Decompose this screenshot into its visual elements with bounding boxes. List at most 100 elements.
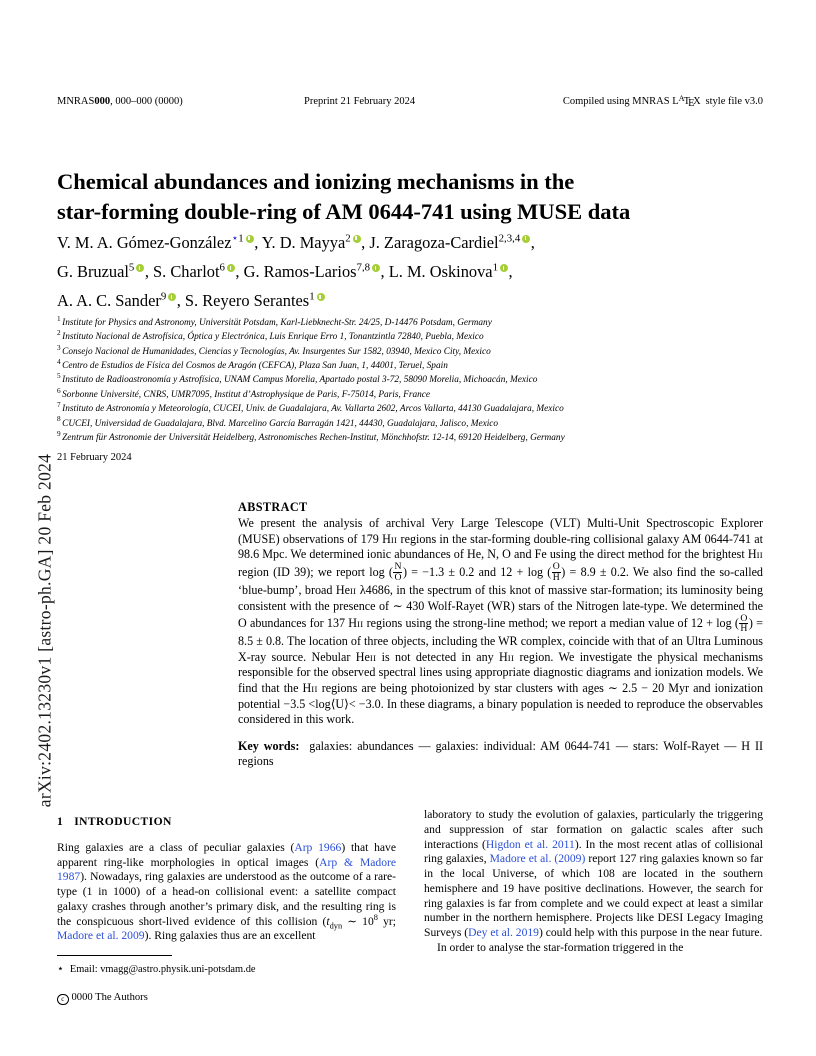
running-header-preprint-date: Preprint 21 February 2024 bbox=[304, 96, 416, 107]
exponent-8: 8 bbox=[373, 912, 378, 922]
affiliation-number: 9 bbox=[57, 429, 61, 438]
abstract-text-c: region (ID 39); we report log bbox=[238, 564, 385, 579]
orcid-icon[interactable] bbox=[352, 234, 361, 243]
orcid-icon[interactable] bbox=[168, 292, 177, 301]
affiliation-text: Institute for Physics and Astronomy, Uni… bbox=[62, 318, 492, 328]
orcid-icon[interactable] bbox=[136, 263, 145, 272]
ion-label-hii: II bbox=[756, 550, 763, 561]
citation-link-arp-madore1987[interactable]: Arp & Madore 1987 bbox=[57, 855, 397, 884]
author-name: G. Bruzual bbox=[57, 262, 129, 282]
intro-text-d: ∼ 10 bbox=[342, 914, 374, 928]
body-column-right: laboratory to study the evolution of gal… bbox=[424, 808, 763, 956]
affiliation-text: Instituto de Radioastronomía y Astrofísi… bbox=[62, 375, 538, 386]
abstract-text-d: = −1.3 ± 0.2 and 12 + log bbox=[406, 564, 544, 579]
section-title: INTRODUCTION bbox=[74, 815, 172, 828]
affiliation-item: 5 Instituto de Radioastronomía y Astrofís… bbox=[57, 373, 767, 387]
author-affiliation-marker: ⋆1 bbox=[231, 232, 244, 245]
orcid-icon[interactable] bbox=[522, 234, 531, 243]
latex-logo: LATEX bbox=[672, 94, 701, 110]
orcid-icon[interactable] bbox=[316, 292, 325, 301]
journal-name: MNRAS bbox=[57, 96, 95, 107]
orcid-icon[interactable] bbox=[499, 263, 508, 272]
affiliation-number: 5 bbox=[57, 372, 61, 381]
abstract-text-h: = 8.5 ± 0.8. The location of three objec… bbox=[238, 616, 763, 664]
author-affiliation-marker: 2,3,4 bbox=[498, 232, 521, 245]
keywords-label: Key words: bbox=[238, 738, 300, 753]
ratio-numerator: O bbox=[740, 612, 748, 624]
author-name: S. Reyero Serantes bbox=[184, 291, 310, 311]
symbol-tdyn-subscript: dyn bbox=[329, 921, 343, 930]
citation-link-madore2009[interactable]: Madore et al. 2009 bbox=[57, 929, 145, 943]
affiliation-item: 4 Centro de Estudios de Física del Cosmos… bbox=[57, 358, 767, 373]
author-line-2: G. Bruzual5, S. Charlot6, G. Ramos-Lario… bbox=[57, 261, 513, 282]
affiliation-list: 1 Institute for Physics and Astronomy, Un… bbox=[57, 314, 767, 445]
intro-right-text-c: report 127 ring galaxies known so far in… bbox=[424, 852, 763, 940]
author-line-1: V. M. A. Gómez-González⋆1, Y. D. Mayya2,… bbox=[57, 232, 535, 252]
author-affiliation-marker: 7,8 bbox=[356, 261, 371, 274]
footnote-divider bbox=[57, 955, 172, 956]
page-title: Chemical abundances and ionizing mechani… bbox=[57, 167, 763, 226]
abstract-text-k: regions are being photoionized by star c… bbox=[238, 681, 763, 727]
abstract-text-i: is not detected in any H bbox=[376, 649, 508, 664]
symbol-tdyn: t bbox=[326, 914, 330, 928]
orcid-icon[interactable] bbox=[245, 234, 254, 243]
affiliation-text: Sorbonne Université, CNRS, UMR7095, Inst… bbox=[62, 389, 431, 400]
author-name: J. Zaragoza-Cardiel bbox=[369, 233, 499, 252]
author-affiliation-marker: 2 bbox=[345, 232, 351, 245]
intro-text-b: ) that have apparent ring-like morpholog… bbox=[57, 840, 396, 869]
ion-label-hii: II bbox=[357, 619, 364, 629]
author-name: Y. D. Mayya bbox=[261, 233, 346, 252]
affiliation-text: Centro de Estudios de Física del Cosmos … bbox=[62, 361, 448, 372]
intro-right-text-d: ) could help with this purpose in the ne… bbox=[538, 926, 763, 940]
affiliation-item: 3 Consejo Nacional de Humanidades, Cienci… bbox=[57, 343, 767, 359]
footnote-email: ⋆ Email: vmagg@astro.physik.uni-potsdam.d… bbox=[57, 963, 396, 977]
affiliation-text: Consejo Nacional de Humanidades, Ciencia… bbox=[62, 346, 491, 357]
author-affiliation-marker: 5 bbox=[128, 261, 135, 274]
affiliation-text: Instituto de Astronomía y Meteorología, … bbox=[62, 404, 564, 415]
journal-pages: , 000–000 (0000) bbox=[110, 96, 183, 107]
intro-text-f: ). Ring galaxies thus are an excellent bbox=[144, 929, 316, 943]
running-header-journal-ref: MNRAS000, 000–000 (0000) bbox=[57, 96, 304, 107]
section-number: 1 bbox=[57, 815, 64, 828]
ratio-denominator: H bbox=[551, 571, 561, 583]
title-line-1: Chemical abundances and ionizing mechani… bbox=[57, 169, 575, 195]
affiliation-number: 1 bbox=[57, 314, 61, 323]
ion-label-hii: II bbox=[390, 534, 398, 545]
author-name: L. M. Oskinova bbox=[388, 262, 493, 282]
author-affiliation-marker: 1 bbox=[309, 290, 315, 303]
intro-text-c: ). Nowadays, ring galaxies are understoo… bbox=[57, 870, 396, 928]
citation-link-higdon2011[interactable]: Higdon et al. 2011 bbox=[485, 837, 575, 851]
affiliation-number: 3 bbox=[57, 343, 61, 352]
orcid-icon[interactable] bbox=[226, 263, 235, 272]
orcid-icon[interactable] bbox=[372, 263, 381, 272]
affiliation-text: Zentrum für Astronomie der Universität H… bbox=[62, 432, 565, 443]
ratio-numerator: N bbox=[394, 561, 402, 573]
affiliation-number: 8 bbox=[57, 415, 61, 424]
author-name: S. Charlot bbox=[153, 262, 220, 282]
abstract-text-j: region. We investigate the physical mech… bbox=[238, 649, 763, 695]
affiliation-number: 2 bbox=[57, 329, 61, 338]
affiliation-item: 9 Zentrum für Astronomie der Universität … bbox=[57, 429, 767, 445]
citation-link-dey2019[interactable]: Dey et al. 2019 bbox=[468, 926, 539, 940]
affiliation-item: 1 Institute for Physics and Astronomy, Un… bbox=[57, 314, 767, 330]
running-header-style-note: Compiled using MNRAS LATEX style file v3… bbox=[514, 94, 763, 110]
keywords-block: Key words: galaxies: abundances — galaxi… bbox=[238, 739, 763, 770]
arxiv-identifier-stamp: arXiv:2402.13230v1 [astro-ph.GA] 20 Feb … bbox=[34, 453, 55, 808]
abstract-text-b: regions in the star-forming double-ring … bbox=[238, 531, 763, 562]
body-column-left: 1 INTRODUCTION Ring galaxies are a class … bbox=[57, 815, 396, 944]
citation-link-madore2009-inline[interactable]: Madore et al. (2009) bbox=[489, 852, 586, 866]
running-header: MNRAS000, 000–000 (0000) Preprint 21 Feb… bbox=[57, 94, 763, 110]
intro-right-text-a: laboratory to study the evolution of gal… bbox=[424, 808, 763, 851]
author-name: A. A. C. Sander bbox=[57, 291, 161, 311]
author-list: V. M. A. Gómez-González⋆1, Y. D. Mayya2,… bbox=[57, 228, 769, 316]
ion-label-hii: II bbox=[507, 652, 515, 663]
abstract-text-g: regions using the strong-line method; we… bbox=[363, 616, 732, 630]
ratio-numerator: O bbox=[552, 561, 560, 573]
citation-link-arp1966[interactable]: Arp 1966 bbox=[294, 840, 342, 854]
author-affiliation-marker: 1 bbox=[492, 261, 498, 274]
keywords-text: galaxies: abundances — galaxies: individ… bbox=[238, 738, 764, 769]
intro-paragraph-right-2: In order to analyse the star-formation t… bbox=[437, 941, 684, 955]
journal-volume: 000 bbox=[94, 96, 111, 107]
